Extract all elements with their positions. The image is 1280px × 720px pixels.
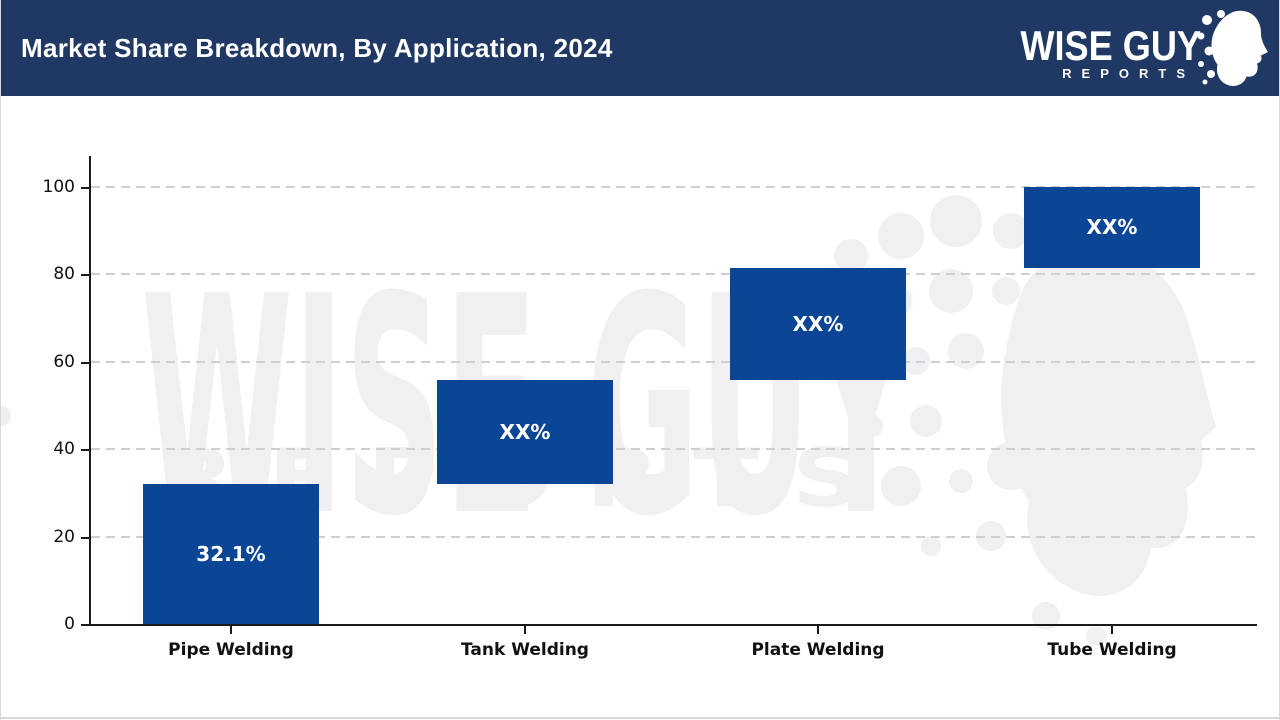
y-tick-label-100: 100 [42,177,75,197]
x-tick-4 [1111,626,1113,634]
y-tick-40 [81,449,89,452]
x-category-label-tube-welding: Tube Welding [1047,640,1177,660]
y-axis-line [89,156,91,626]
waterfall-chart: WISE GUY R E P O R T S 02040608010032.1%… [1,96,1279,720]
y-tick-60 [81,361,89,364]
page-title: Market Share Breakdown, By Application, … [21,32,613,63]
x-category-label-plate-welding: Plate Welding [751,640,885,660]
gridline-80 [91,273,1257,276]
y-tick-label-0: 0 [64,614,75,634]
x-tick-3 [817,626,819,634]
y-tick-20 [81,536,89,539]
bar-value-label: XX% [499,419,551,444]
bottom-border [1,717,1279,719]
x-tick-2 [524,626,526,634]
x-tick-1 [230,626,232,634]
y-tick-label-40: 40 [53,439,75,460]
y-tick-label-60: 60 [53,351,75,372]
y-tick-label-20: 20 [53,526,75,547]
bar-value-label: XX% [792,311,844,336]
logo-wordmark: WISE GUY [1020,22,1201,69]
bar-value-label: XX% [1086,215,1138,240]
gridline-60 [91,360,1257,363]
header: Market Share Breakdown, By Application, … [1,0,1279,96]
bar-tube-welding[interactable]: XX% [1024,187,1200,268]
y-tick-100 [81,187,89,189]
bar-plate-welding[interactable]: XX% [730,267,906,381]
gridline-40 [91,448,1257,451]
bar-pipe-welding[interactable]: 32.1% [143,483,319,624]
gridline-100 [91,186,1257,188]
bar-value-label: 32.1% [196,541,266,566]
logo-subtext: REPORTS [1062,66,1195,81]
bar-tank-welding[interactable]: XX% [437,380,613,484]
x-category-label-tank-welding: Tank Welding [461,640,589,660]
x-axis-line [89,624,1257,626]
logo-face-icon [1197,10,1268,86]
y-tick-0 [81,624,89,626]
wise-guy-logo: WISE GUY REPORTS [1020,0,1273,96]
y-tick-label-80: 80 [53,264,75,285]
gridline-20 [91,535,1257,538]
y-tick-80 [81,274,89,277]
x-category-label-pipe-welding: Pipe Welding [168,640,294,660]
